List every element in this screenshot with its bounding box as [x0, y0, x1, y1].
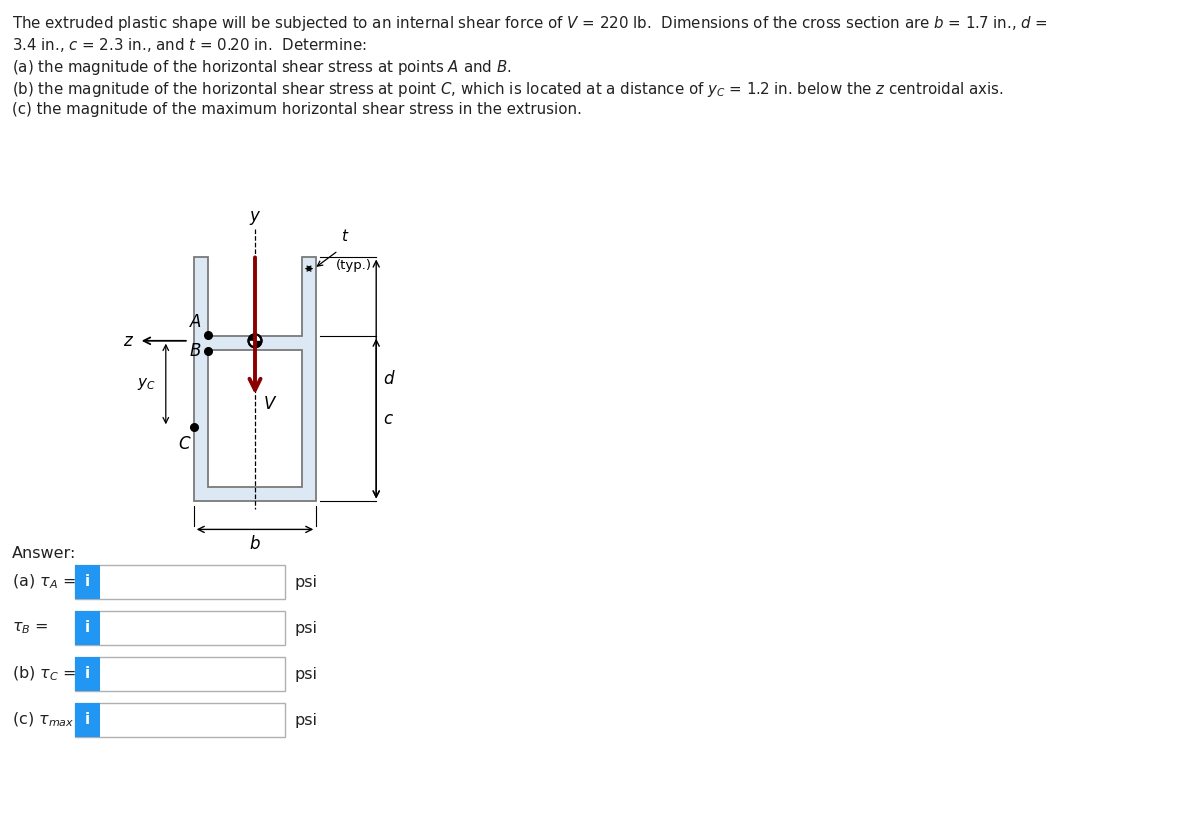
Text: $c$: $c$ [384, 409, 394, 428]
Text: i: i [85, 666, 90, 681]
Text: i: i [85, 575, 90, 590]
FancyBboxPatch shape [76, 703, 100, 737]
Text: i: i [85, 620, 90, 636]
Text: psi: psi [295, 666, 317, 681]
Text: $d$: $d$ [384, 370, 395, 388]
FancyBboxPatch shape [76, 611, 100, 645]
Text: $V$: $V$ [263, 395, 277, 413]
FancyBboxPatch shape [76, 611, 286, 645]
Text: $C$: $C$ [177, 435, 191, 453]
Text: $z$: $z$ [123, 332, 133, 349]
Text: i: i [85, 712, 90, 727]
Text: $y_C$: $y_C$ [137, 376, 156, 392]
Text: (typ.): (typ.) [336, 259, 372, 272]
Polygon shape [249, 334, 255, 341]
Text: The extruded plastic shape will be subjected to an internal shear force of $V$ =: The extruded plastic shape will be subje… [12, 14, 1048, 33]
Circle shape [249, 334, 262, 347]
Text: (b) the magnitude of the horizontal shear stress at point $C$, which is located : (b) the magnitude of the horizontal shea… [12, 80, 1003, 99]
Text: $y$: $y$ [249, 208, 261, 227]
Polygon shape [208, 350, 302, 487]
Text: $b$: $b$ [249, 535, 261, 554]
Polygon shape [194, 257, 316, 501]
Polygon shape [255, 341, 262, 347]
Text: $A$: $A$ [189, 313, 202, 331]
FancyBboxPatch shape [76, 565, 100, 599]
FancyBboxPatch shape [76, 703, 286, 737]
Text: (c) the magnitude of the maximum horizontal shear stress in the extrusion.: (c) the magnitude of the maximum horizon… [12, 102, 582, 117]
Text: psi: psi [295, 575, 317, 590]
FancyBboxPatch shape [76, 565, 286, 599]
Text: $\tau_B$ =: $\tau_B$ = [12, 620, 48, 636]
Text: $B$: $B$ [189, 342, 202, 360]
Text: psi: psi [295, 712, 317, 727]
Text: $t$: $t$ [341, 228, 349, 244]
Text: (a) the magnitude of the horizontal shear stress at points $A$ and $B$.: (a) the magnitude of the horizontal shea… [12, 58, 511, 77]
Text: (a) $\tau_A$ =: (a) $\tau_A$ = [12, 573, 76, 591]
FancyBboxPatch shape [76, 657, 100, 691]
Text: Answer:: Answer: [12, 546, 77, 561]
Text: (c) $\tau_{max}$ =: (c) $\tau_{max}$ = [12, 711, 92, 729]
Text: psi: psi [295, 620, 317, 636]
Text: (b) $\tau_C$ =: (b) $\tau_C$ = [12, 665, 77, 683]
Text: 3.4 in., $c$ = 2.3 in., and $t$ = 0.20 in.  Determine:: 3.4 in., $c$ = 2.3 in., and $t$ = 0.20 i… [12, 36, 367, 54]
FancyBboxPatch shape [76, 657, 286, 691]
